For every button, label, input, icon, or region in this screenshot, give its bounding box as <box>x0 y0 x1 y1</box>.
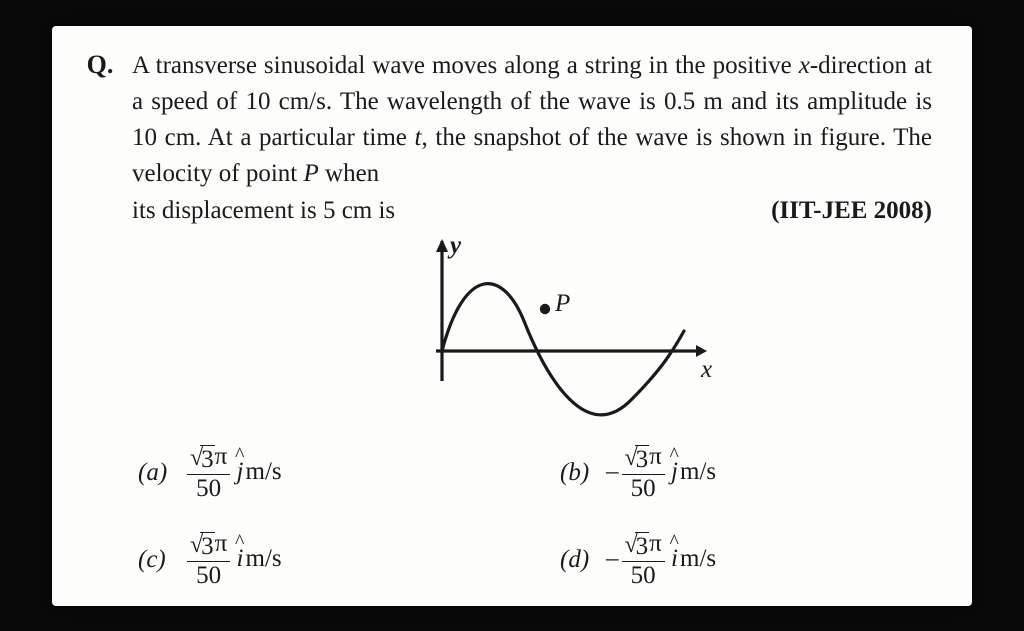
opt-b-frac: √3π 50 <box>622 444 665 503</box>
opt-d-frac: √3π 50 <box>622 531 665 590</box>
qtext-1: A transverse sinusoidal wave moves along… <box>132 52 799 79</box>
option-d-expr: – √3π 50 im/s <box>606 531 716 590</box>
opt-b-den: 50 <box>631 475 656 502</box>
option-c-expr: √3π 50 im/s <box>184 531 282 590</box>
question-lastline: its displacement is 5 cm is (IIT-JEE 200… <box>132 193 932 229</box>
lastline-left: its displacement is 5 cm is <box>132 193 395 229</box>
var-x: x <box>799 52 810 79</box>
option-c: (c) √3π 50 im/s <box>138 531 500 590</box>
opt-c-frac: √3π 50 <box>187 531 230 590</box>
question-label: Q. <box>82 48 118 590</box>
option-b: (b) – √3π 50 jm/s <box>560 444 922 503</box>
opt-c-den: 50 <box>196 562 221 589</box>
question-row: Q. A transverse sinusoidal wave moves al… <box>82 48 932 590</box>
opt-a-unit: m/s <box>244 458 282 485</box>
opt-a-frac: √3π 50 <box>187 444 230 503</box>
source-tag: (IIT-JEE 2008) <box>751 193 932 229</box>
option-d: (d) – √3π 50 im/s <box>560 531 922 590</box>
opt-d-den: 50 <box>631 562 656 589</box>
svg-text:P: P <box>554 290 570 317</box>
option-c-label: (c) <box>138 546 172 574</box>
opt-b-vec: j <box>671 458 678 486</box>
option-d-label: (d) <box>560 546 594 574</box>
qtext-4: when <box>319 160 379 187</box>
opt-b-unit: m/s <box>678 458 716 485</box>
opt-c-pi: π <box>215 530 228 557</box>
opt-a-den: 50 <box>196 475 221 502</box>
opt-b-pi: π <box>649 443 662 470</box>
opt-a-pi: π <box>215 443 228 470</box>
opt-c-vec: i <box>237 545 244 573</box>
option-a-expr: √3π 50 jm/s <box>184 444 282 503</box>
option-a: (a) √3π 50 jm/s <box>138 444 500 503</box>
opt-d-vec: i <box>671 545 678 573</box>
figure-container: y x P <box>132 231 932 426</box>
opt-c-unit: m/s <box>244 545 282 572</box>
page: Q. A transverse sinusoidal wave moves al… <box>52 26 972 606</box>
option-a-label: (a) <box>138 459 172 487</box>
opt-d-sign: – <box>606 545 622 572</box>
options-grid: (a) √3π 50 jm/s (b) – √3π 50 <box>132 438 932 590</box>
var-p: P <box>304 160 319 187</box>
question-body: A transverse sinusoidal wave moves along… <box>132 48 932 590</box>
opt-d-unit: m/s <box>678 545 716 572</box>
option-b-expr: – √3π 50 jm/s <box>606 444 716 503</box>
option-b-label: (b) <box>560 459 594 487</box>
opt-b-sign: – <box>606 458 622 485</box>
question-text: A transverse sinusoidal wave moves along… <box>132 48 932 229</box>
svg-text:y: y <box>447 232 462 259</box>
wave-figure: y x P <box>352 231 712 421</box>
svg-text:x: x <box>700 356 712 383</box>
opt-a-vec: j <box>237 458 244 486</box>
opt-d-pi: π <box>649 530 662 557</box>
